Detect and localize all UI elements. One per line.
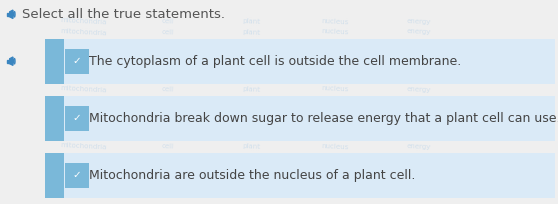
Text: ✓: ✓ [73,56,81,66]
Text: nucleus: nucleus [321,85,349,93]
Text: The cytoplasm of a plant cell is outside the cell membrane.: The cytoplasm of a plant cell is outside… [89,55,461,68]
Text: mitochondria: mitochondria [60,85,107,93]
Text: Mitochondria are outside the nucleus of a plant cell.: Mitochondria are outside the nucleus of … [89,169,416,182]
FancyBboxPatch shape [45,153,64,198]
Text: nucleus: nucleus [321,131,349,139]
FancyBboxPatch shape [45,39,555,84]
Text: ✓: ✓ [73,170,81,181]
Text: energy: energy [406,74,431,82]
Text: nucleus: nucleus [321,28,349,36]
Text: cell: cell [161,143,174,150]
FancyBboxPatch shape [45,96,64,141]
Text: mitochondria: mitochondria [60,74,107,82]
Text: nucleus: nucleus [321,143,349,150]
Text: plant: plant [242,86,260,93]
Text: energy: energy [406,18,431,25]
Text: cell: cell [161,86,174,92]
FancyBboxPatch shape [65,49,89,74]
Text: cell: cell [161,132,174,138]
Polygon shape [7,13,9,16]
FancyBboxPatch shape [65,163,89,188]
Text: cell: cell [161,29,174,35]
Text: Select all the true statements.: Select all the true statements. [22,8,225,21]
Text: cell: cell [161,75,174,81]
Text: plant: plant [242,143,260,150]
Text: nucleus: nucleus [321,74,349,82]
Text: energy: energy [406,143,431,150]
Text: plant: plant [242,132,260,139]
Polygon shape [9,10,13,19]
FancyBboxPatch shape [65,106,89,131]
Text: Mitochondria break down sugar to release energy that a plant cell can use.: Mitochondria break down sugar to release… [89,112,558,125]
Text: mitochondria: mitochondria [60,18,107,26]
Text: mitochondria: mitochondria [60,131,107,139]
Text: energy: energy [406,85,431,93]
Text: cell: cell [161,18,174,25]
Text: plant: plant [242,18,260,25]
Text: ✓: ✓ [73,113,81,123]
Text: plant: plant [242,74,260,81]
Polygon shape [7,60,9,63]
Text: plant: plant [242,29,260,35]
FancyBboxPatch shape [45,39,64,84]
FancyBboxPatch shape [45,153,555,198]
Text: nucleus: nucleus [321,18,349,26]
Polygon shape [9,57,13,65]
Text: energy: energy [406,131,431,139]
FancyBboxPatch shape [45,96,555,141]
Text: energy: energy [406,28,431,36]
Text: mitochondria: mitochondria [60,142,107,151]
Text: mitochondria: mitochondria [60,28,107,36]
